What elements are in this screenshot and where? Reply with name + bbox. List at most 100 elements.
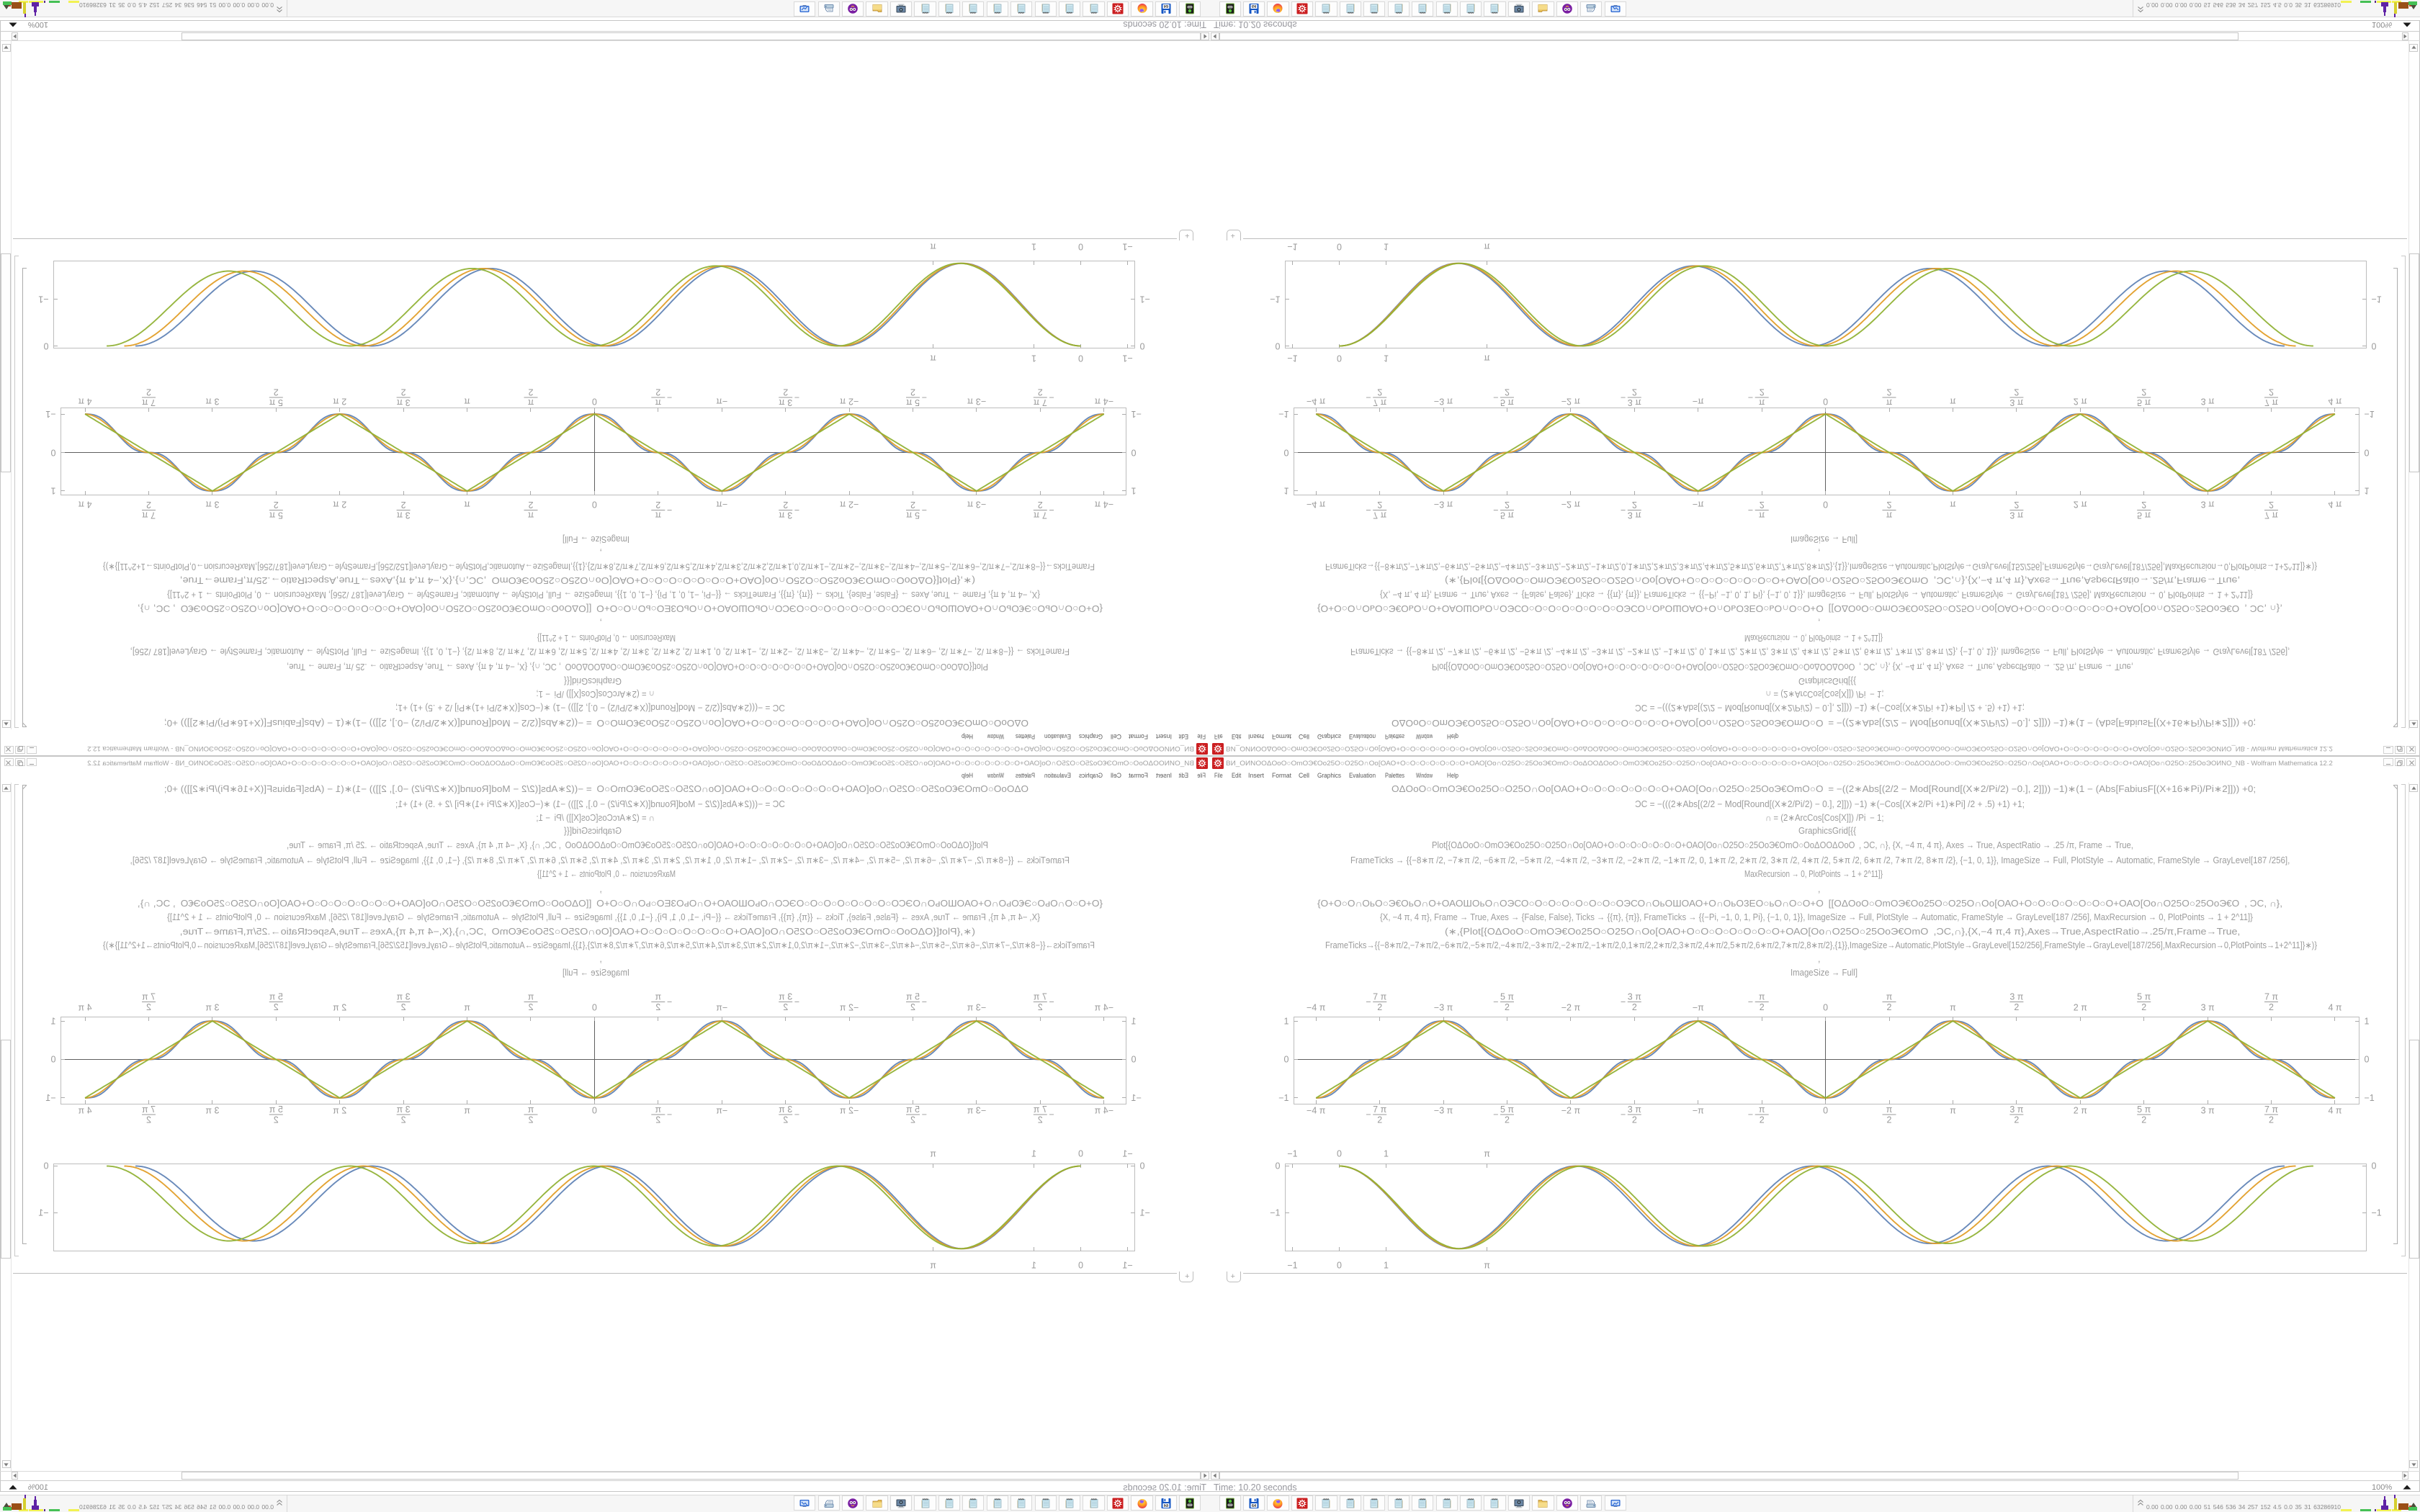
svg-text:−π: −π bbox=[1693, 1106, 1704, 1116]
svg-text:5 π: 5 π bbox=[1500, 1104, 1514, 1115]
svg-text:5 π: 5 π bbox=[906, 510, 920, 520]
svg-text:−: − bbox=[922, 997, 927, 1007]
svg-text:−3 π: −3 π bbox=[967, 1106, 986, 1116]
svg-text:−1: −1 bbox=[1131, 1093, 1141, 1103]
svg-text:2: 2 bbox=[146, 1115, 151, 1125]
svg-text:3 π: 3 π bbox=[1628, 397, 1641, 408]
svg-text:1: 1 bbox=[51, 486, 56, 496]
svg-text:3 π: 3 π bbox=[2201, 500, 2215, 510]
svg-text:−: − bbox=[794, 392, 799, 402]
svg-text:−4 π: −4 π bbox=[1307, 1106, 1326, 1116]
svg-text:4 π: 4 π bbox=[2328, 1003, 2341, 1013]
svg-text:π: π bbox=[527, 510, 534, 520]
svg-text:0: 0 bbox=[1284, 1055, 1289, 1065]
svg-text:2: 2 bbox=[2269, 500, 2274, 510]
svg-text:0: 0 bbox=[44, 1161, 49, 1171]
svg-text:π: π bbox=[930, 242, 936, 252]
svg-text:3 π: 3 π bbox=[205, 500, 219, 510]
svg-text:π: π bbox=[1886, 992, 1893, 1002]
svg-text:−1: −1 bbox=[1278, 1093, 1289, 1103]
svg-text:2: 2 bbox=[2014, 387, 2019, 397]
svg-text:4 π: 4 π bbox=[2328, 1106, 2341, 1116]
svg-text:1: 1 bbox=[1284, 486, 1289, 496]
svg-text:3 π: 3 π bbox=[1628, 510, 1641, 520]
svg-text:7 π: 7 π bbox=[2264, 992, 2278, 1002]
svg-text:−1: −1 bbox=[1139, 1208, 1150, 1218]
svg-text:0: 0 bbox=[1078, 1149, 1083, 1159]
svg-text:7 π: 7 π bbox=[2264, 397, 2278, 408]
svg-text:2: 2 bbox=[910, 1002, 915, 1012]
svg-text:2 π: 2 π bbox=[333, 1003, 346, 1013]
svg-text:−: − bbox=[1493, 505, 1498, 516]
svg-text:7 π: 7 π bbox=[1373, 510, 1386, 520]
svg-text:2: 2 bbox=[401, 500, 406, 510]
svg-text:−1: −1 bbox=[1287, 1149, 1297, 1159]
svg-text:0: 0 bbox=[1284, 447, 1289, 457]
svg-text:0: 0 bbox=[1078, 353, 1083, 363]
svg-text:0: 0 bbox=[1131, 1055, 1136, 1065]
svg-text:−: − bbox=[1493, 1110, 1498, 1120]
svg-text:2: 2 bbox=[910, 500, 915, 510]
svg-text:1: 1 bbox=[1131, 486, 1136, 496]
svg-text:0: 0 bbox=[592, 1003, 597, 1013]
svg-text:−4 π: −4 π bbox=[1094, 500, 1113, 510]
svg-text:−: − bbox=[1366, 997, 1371, 1007]
svg-text:2: 2 bbox=[274, 1002, 279, 1012]
svg-text:π: π bbox=[930, 353, 936, 363]
svg-text:3 π: 3 π bbox=[2201, 1106, 2215, 1116]
svg-text:π: π bbox=[464, 397, 470, 407]
svg-text:−3 π: −3 π bbox=[1434, 500, 1453, 510]
svg-text:2: 2 bbox=[655, 1002, 660, 1012]
svg-text:0: 0 bbox=[1337, 1149, 1342, 1159]
svg-text:5 π: 5 π bbox=[2137, 397, 2151, 408]
svg-text:1: 1 bbox=[1031, 353, 1036, 363]
svg-text:−4 π: −4 π bbox=[1094, 1106, 1113, 1116]
svg-text:π: π bbox=[1886, 510, 1893, 520]
svg-text:2: 2 bbox=[1632, 1002, 1637, 1012]
svg-text:7 π: 7 π bbox=[142, 1104, 156, 1115]
svg-text:3 π: 3 π bbox=[779, 992, 792, 1002]
svg-text:2: 2 bbox=[1038, 1115, 1043, 1125]
svg-text:−1: −1 bbox=[2365, 1093, 2375, 1103]
svg-text:64: 64 bbox=[1252, 1504, 1256, 1508]
svg-text:0: 0 bbox=[1337, 353, 1342, 363]
svg-text:7 π: 7 π bbox=[1373, 1104, 1386, 1115]
svg-text:2: 2 bbox=[528, 387, 533, 397]
svg-text:3 π: 3 π bbox=[396, 992, 410, 1002]
svg-text:2 π: 2 π bbox=[2074, 397, 2087, 407]
svg-text:−3 π: −3 π bbox=[967, 397, 986, 407]
svg-text:2: 2 bbox=[910, 387, 915, 397]
svg-text:−2 π: −2 π bbox=[840, 1003, 859, 1013]
svg-text:0: 0 bbox=[592, 397, 597, 407]
svg-text:−2 π: −2 π bbox=[1561, 1003, 1581, 1013]
svg-text:2: 2 bbox=[1760, 387, 1765, 397]
svg-text:−: − bbox=[794, 505, 799, 516]
svg-text:0: 0 bbox=[1078, 1261, 1083, 1271]
svg-text:0: 0 bbox=[592, 500, 597, 510]
svg-text:−: − bbox=[1493, 392, 1498, 402]
svg-text:2: 2 bbox=[528, 1002, 533, 1012]
svg-text:1: 1 bbox=[1031, 1261, 1036, 1271]
svg-text:π: π bbox=[1759, 397, 1765, 408]
svg-text:1: 1 bbox=[1131, 1016, 1136, 1026]
svg-text:2: 2 bbox=[146, 387, 151, 397]
svg-text:−1: −1 bbox=[1270, 294, 1280, 304]
svg-text:0: 0 bbox=[1131, 447, 1136, 457]
svg-text:0: 0 bbox=[44, 341, 49, 351]
svg-text:2: 2 bbox=[528, 1115, 533, 1125]
svg-text:2 π: 2 π bbox=[333, 1106, 346, 1116]
svg-text:−: − bbox=[667, 392, 672, 402]
svg-text:2: 2 bbox=[1505, 1002, 1510, 1012]
svg-text:7 π: 7 π bbox=[142, 992, 156, 1002]
svg-text:−: − bbox=[1748, 505, 1753, 516]
svg-text:−: − bbox=[922, 392, 927, 402]
svg-text:5 π: 5 π bbox=[2137, 992, 2151, 1002]
svg-text:−1: −1 bbox=[2372, 1208, 2382, 1218]
svg-text:−π: −π bbox=[716, 1003, 727, 1013]
svg-text:−π: −π bbox=[1693, 500, 1704, 510]
svg-text:−: − bbox=[1621, 392, 1626, 402]
svg-text:2: 2 bbox=[1760, 1002, 1765, 1012]
svg-text:−2 π: −2 π bbox=[1561, 397, 1581, 407]
svg-text:−: − bbox=[1049, 1110, 1054, 1120]
svg-text:2: 2 bbox=[655, 387, 660, 397]
